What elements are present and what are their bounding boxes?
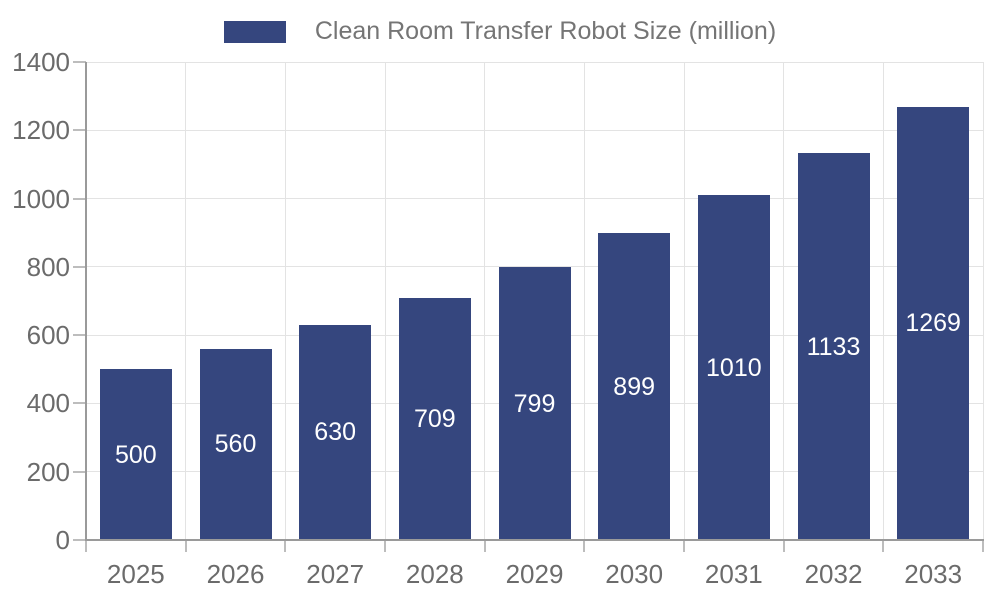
y-axis-tick-label: 1000 [12,183,70,214]
x-gridline [284,62,286,540]
x-gridline [882,62,884,540]
bar-value-label: 799 [513,389,556,418]
y-axis-tick-mark [73,61,86,63]
legend-color-swatch-icon [223,20,286,43]
x-axis-tick-label: 2029 [505,559,564,589]
x-axis-tick-mark [683,540,685,552]
y-gridline [86,129,983,131]
y-axis-tick-mark [73,129,86,132]
bar-value-label: 899 [613,372,656,401]
y-gridline [86,266,983,268]
y-axis-tick-mark [73,334,86,337]
x-axis-tick-label: 2032 [804,559,863,589]
x-axis-tick-label: 2030 [605,559,664,589]
x-gridline [683,62,685,540]
x-gridline [484,62,486,540]
x-axis-tick-mark [982,540,984,552]
x-axis-tick-label: 2031 [704,559,763,589]
y-axis-tick-label: 600 [26,320,70,351]
bar-2026[interactable] [199,348,272,540]
x-axis-line [85,539,984,541]
x-axis-tick-mark [782,540,785,552]
x-axis-tick-label: 2025 [106,559,165,589]
bar-2030[interactable] [598,233,671,540]
bar-value-label: 709 [413,404,456,433]
x-axis-tick-mark [882,540,885,552]
x-axis-tick-label: 2033 [904,559,963,589]
x-gridline [982,62,984,540]
y-axis-tick-mark [73,539,86,541]
y-axis-tick-label: 200 [26,456,70,487]
y-axis-tick-label: 800 [26,251,70,282]
y-axis-tick-mark [73,265,86,268]
x-axis-tick-mark [85,540,87,552]
bar-2029[interactable] [498,267,571,540]
bar-2025[interactable] [99,369,172,540]
chart-legend[interactable]: Clean Room Transfer Robot Size (million) [0,17,1000,46]
x-gridline [185,62,187,540]
y-axis-tick-label: 0 [55,525,70,555]
bar-2027[interactable] [299,324,372,540]
bar-value-label: 1133 [806,332,861,361]
x-gridline [583,62,585,540]
bar-2032[interactable] [797,153,870,540]
x-axis-tick-mark [284,540,287,552]
y-gridline [86,198,983,200]
x-axis-tick-label: 2027 [306,559,365,589]
bar-value-label: 560 [214,430,257,459]
legend-series-label: Clean Room Transfer Robot Size (million) [314,17,777,45]
x-gridline [783,62,785,540]
x-axis-tick-label: 2028 [405,559,464,589]
x-axis-tick-mark [583,540,586,552]
y-axis-tick-mark [73,197,86,200]
x-axis-tick-label: 2026 [206,559,265,589]
y-axis-tick-label: 400 [26,388,70,419]
bar-value-label: 1269 [905,309,961,338]
bar-2031[interactable] [697,195,770,540]
y-axis-tick-label: 1200 [12,115,70,146]
x-gridline [384,62,386,540]
bar-value-label: 630 [314,418,357,447]
x-axis-tick-mark [483,540,486,552]
bar-2028[interactable] [398,297,471,540]
x-axis-tick-mark [384,540,386,552]
bar-value-label: 1010 [706,353,762,382]
bar-value-label: 500 [114,440,157,469]
y-axis-tick-mark [73,402,86,405]
y-axis-tick-label: 1400 [12,47,70,77]
y-axis-tick-mark [73,470,86,473]
x-axis-tick-mark [184,540,187,552]
y-axis-line [85,62,87,540]
bar-2033[interactable] [897,106,970,540]
y-gridline [86,61,983,63]
